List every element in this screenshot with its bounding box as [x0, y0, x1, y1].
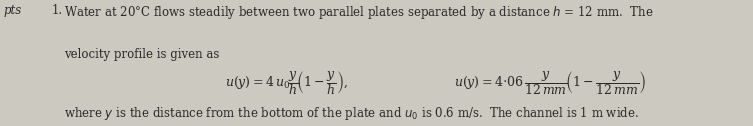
Text: $u(y) = 4{\cdot}06\,\dfrac{y}{12\,mm}\!\left(1 - \dfrac{y}{12\,mm}\right)$: $u(y) = 4{\cdot}06\,\dfrac{y}{12\,mm}\!\… — [453, 69, 646, 97]
Text: 1.: 1. — [51, 4, 62, 17]
Text: Water at 20°C flows steadily between two parallel plates separated by a distance: Water at 20°C flows steadily between two… — [64, 4, 654, 21]
Text: where $y$ is the distance from the bottom of the plate and $u_0$ is 0.6 m/s.  Th: where $y$ is the distance from the botto… — [64, 105, 639, 122]
Text: velocity profile is given as: velocity profile is given as — [64, 48, 219, 61]
Text: $u(y) = 4\,u_0\dfrac{y}{h}\!\left(1 - \dfrac{y}{h}\right),$: $u(y) = 4\,u_0\dfrac{y}{h}\!\left(1 - \d… — [224, 69, 348, 97]
Text: pts: pts — [4, 4, 22, 17]
